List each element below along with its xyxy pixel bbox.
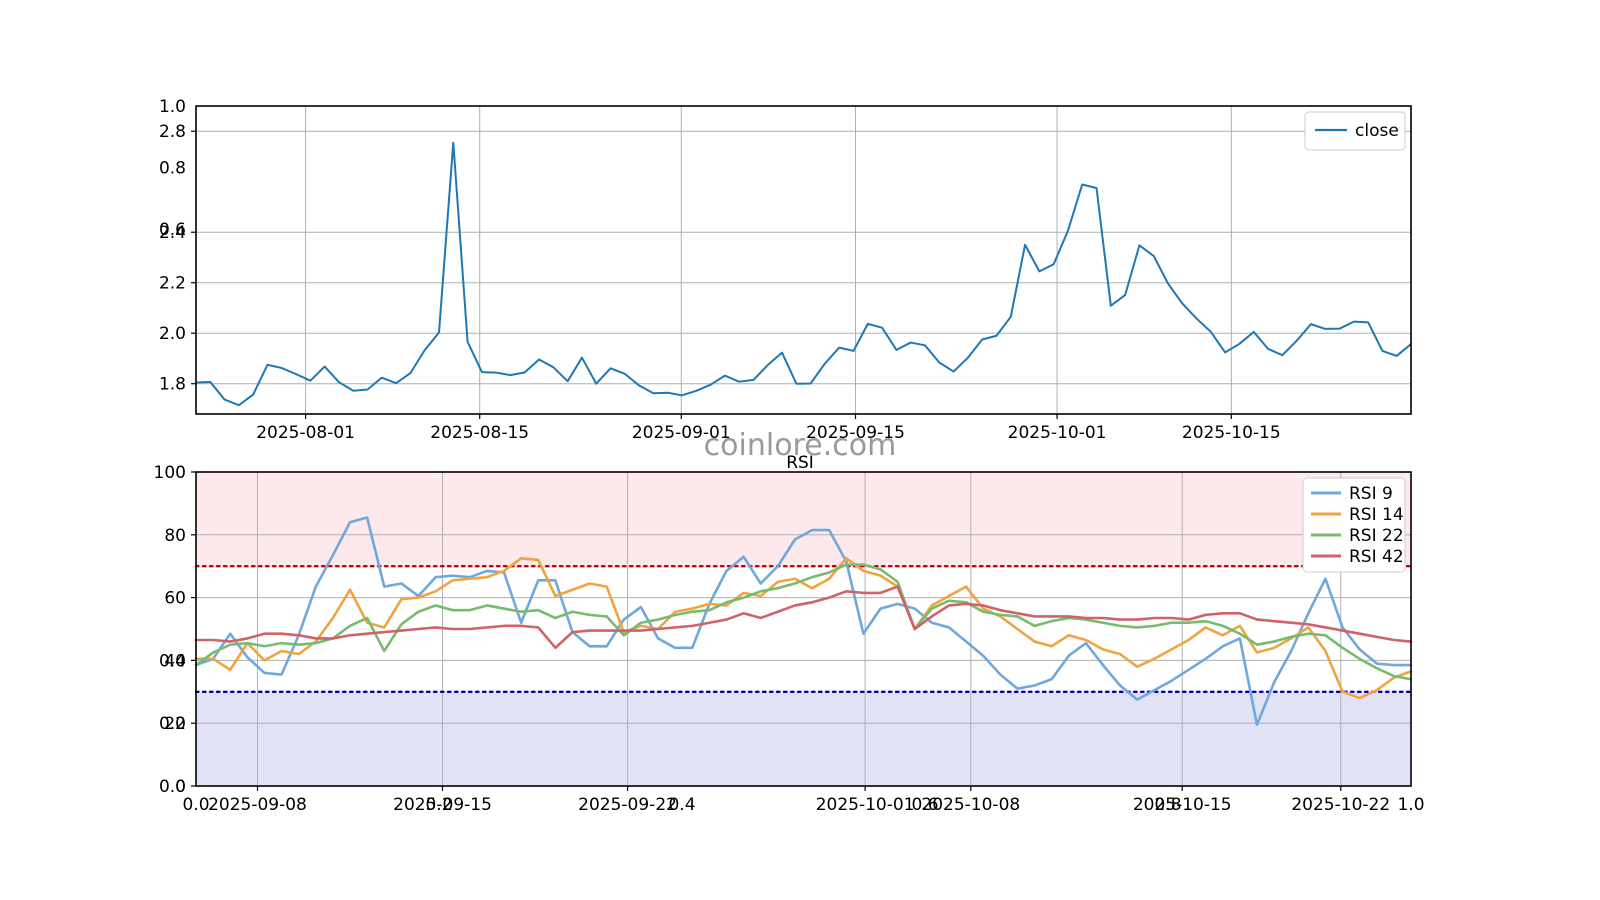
rsi-x-tick-ghost: 0.4 [668,795,695,815]
rsi-y-tick: 100 [154,463,186,483]
rsi-x-tick: 2025-10-01 [816,795,915,815]
price-x-tick-labels: 2025-08-01 2025-08-15 2025-09-01 2025-09-15… [256,414,1281,443]
legend-label-close: close [1355,121,1399,141]
rsi-y-tick: 80 [164,526,186,546]
rsi-y-tick: 20 [164,714,186,734]
rsi-line-rsi-42 [194,585,1413,650]
rsi-band-overbought [196,472,1411,567]
rsi-series-group [194,516,1413,727]
rsi-y-tick: 40 [164,651,186,671]
rsi-x-tick-ghost: 0.0 [182,795,209,815]
price-plot-background [196,106,1411,414]
rsi-line-rsi-22 [194,563,1413,681]
price-x-tick: 2025-09-01 [632,423,731,443]
price-x-tick: 2025-09-15 [806,423,905,443]
rsi-threshold-lines [194,565,1413,693]
rsi-y-tick: 60 [164,589,186,609]
rsi-x-tick-labels: 2025-09-08 2025-09-15 2025-09-22 2025-10-01… [208,786,1390,815]
legend-label-rsi-9: RSI 9 [1349,484,1393,504]
price-x-tick: 2025-10-01 [1008,423,1107,443]
rsi-x-tick: 2025-10-08 [921,795,1020,815]
price-y-tick-labels: 1.8 2.0 2.2 2.4 2.8 [159,122,196,395]
watermark: coinlore.com [704,428,897,463]
rsi-line-rsi-9 [194,516,1413,727]
rsi-x-tick: 2025-09-22 [578,795,677,815]
rsi-threshold-bands [196,472,1411,786]
price-y-tick: 1.8 [159,375,186,395]
price-y-tick: 2.0 [159,324,186,344]
rsi-x-tick-ghost: 1.0 [1397,795,1424,815]
price-axis-spines [195,105,1412,415]
rsi-x-tick-ghost: 0.6 [911,795,938,815]
price-y-tick: 2.4 [159,223,186,243]
price-series-group [195,141,1412,407]
rsi-axis-spines [195,471,1412,787]
price-x-tick: 2025-08-01 [256,423,355,443]
rsi-line-rsi-14 [194,557,1413,700]
rsi-panel-title: RSI [786,453,814,473]
rsi-x-tick-ghost: 0.8 [1154,795,1181,815]
legend-label-rsi-14: RSI 14 [1349,505,1404,525]
rsi-band-oversold [196,691,1411,786]
price-x-tick: 2025-10-15 [1182,423,1281,443]
price-x-tick: 2025-08-15 [430,423,529,443]
rsi-x-tick: 2025-09-15 [393,795,492,815]
price-y-tick: 2.8 [159,122,186,142]
rsi-y-tick-ghost: 0.2 [159,714,186,734]
legend-label-rsi-22: RSI 22 [1349,526,1404,546]
price-legend[interactable]: close [1304,111,1406,151]
price-line-close [195,141,1412,407]
rsi-y-tick-labels-ghost: 0.4 0.2 0.0 [159,651,186,797]
price-y-tick-ghost: 0.6 [159,220,186,240]
rsi-x-tick: 2025-10-15 [1133,795,1232,815]
price-y-tick-labels-ghost: 1.0 0.8 0.6 [159,97,186,240]
price-panel: 1.82.02.22.42.8 1.00.80.6 2025-08-01 2025… [159,97,1412,443]
rsi-y-tick-ghost: 0.0 [159,777,186,797]
price-y-tick-ghost: 1.0 [159,97,186,117]
rsi-x-tick: 2025-09-08 [208,795,307,815]
rsi-y-tick-ghost: 0.4 [159,651,186,671]
price-y-tick: 2.2 [159,274,186,294]
rsi-y-tick-labels: 0 20 40 60 80 100 [154,463,196,797]
price-y-tick-ghost: 0.8 [159,159,186,179]
rsi-x-tick-ghost: 0.2 [425,795,452,815]
rsi-x-tick: 2025-10-22 [1291,795,1390,815]
legend-label-rsi-42: RSI 42 [1349,547,1404,567]
price-gridlines [196,106,1411,414]
rsi-y-tick: 0 [175,777,186,797]
rsi-x-tick-labels-ghost: 0.0 0.2 0.4 0.6 0.8 1.0 [182,795,1424,815]
